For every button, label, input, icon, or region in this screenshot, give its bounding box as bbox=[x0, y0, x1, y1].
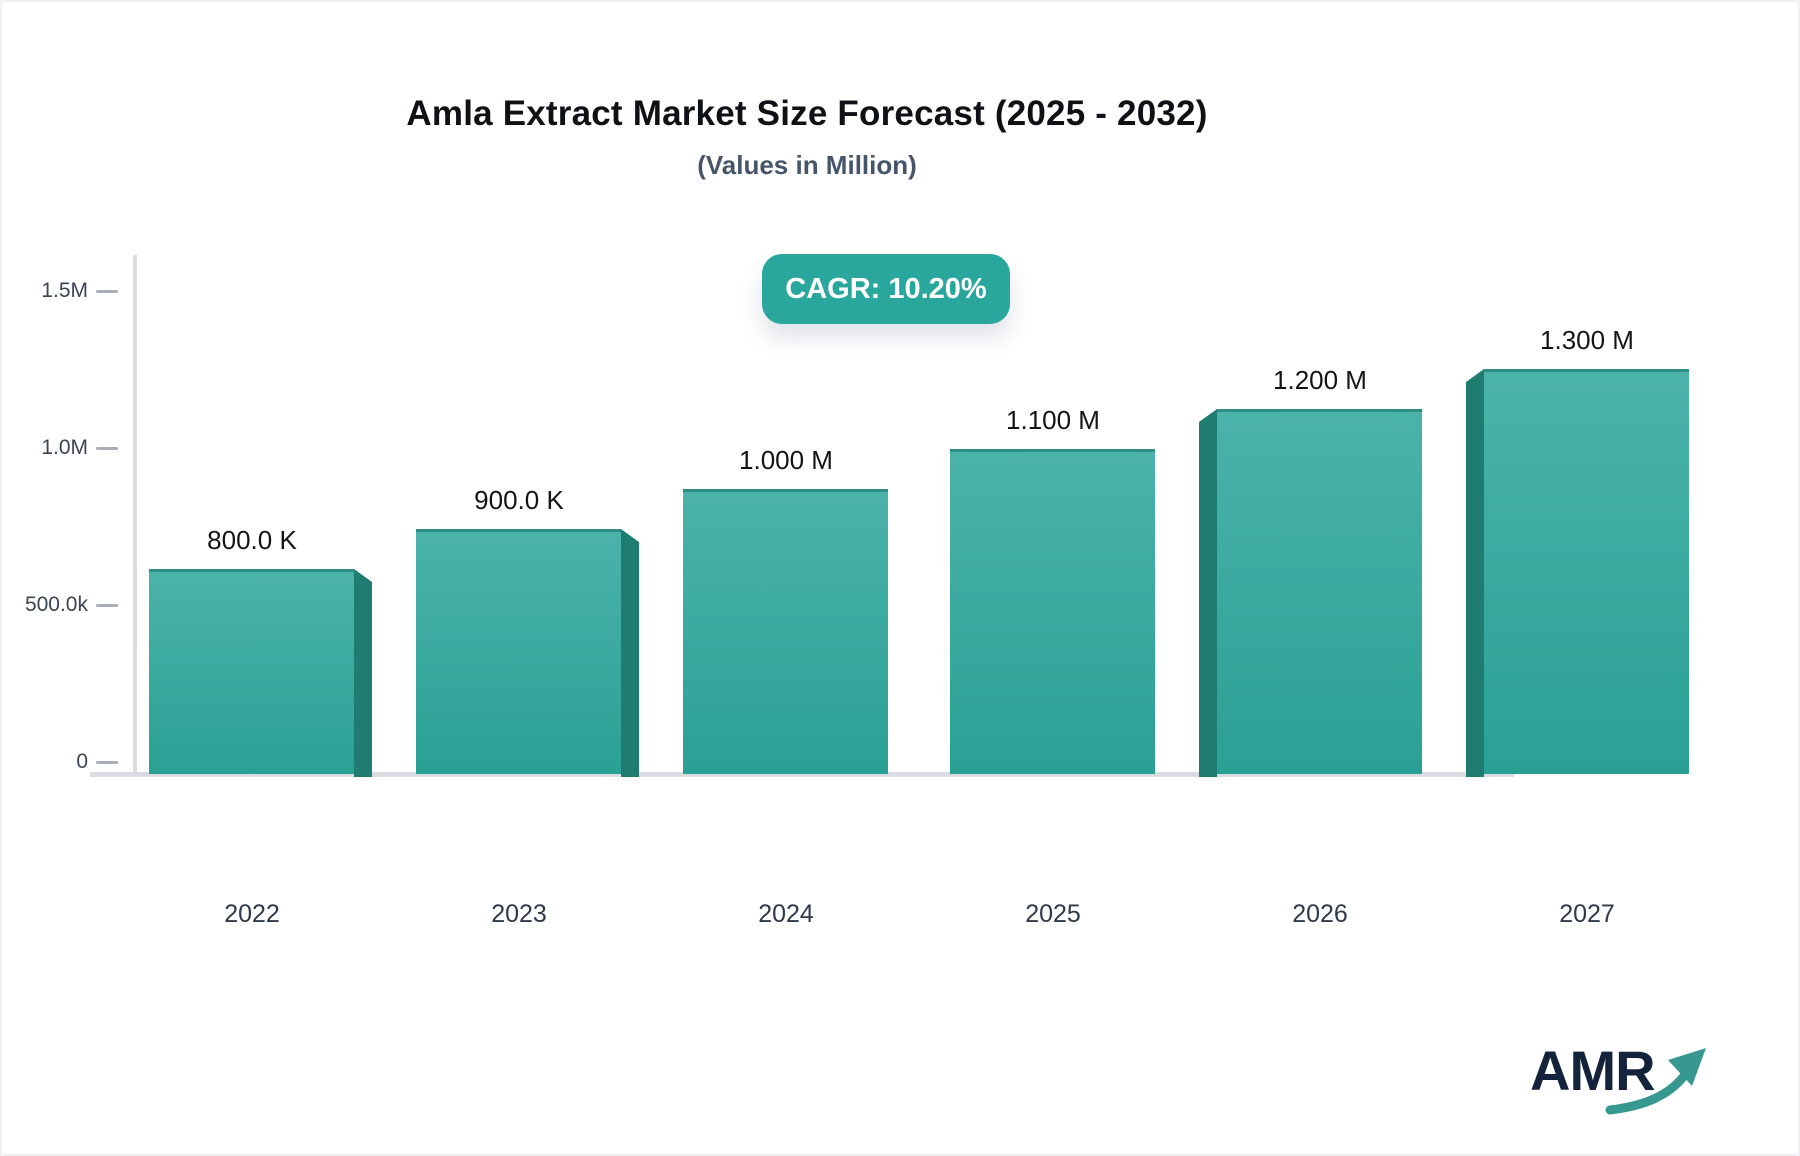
bar-2025 bbox=[950, 449, 1155, 774]
bar-value-label-2026: 1.200 M bbox=[1273, 365, 1367, 395]
bar-2023 bbox=[416, 529, 621, 774]
bar-2026 bbox=[1217, 409, 1422, 774]
x-axis-label-2023: 2023 bbox=[491, 900, 547, 928]
x-axis-label-2022: 2022 bbox=[224, 900, 280, 928]
trending-up-arrow-icon bbox=[1605, 1048, 1706, 1115]
bar-2024 bbox=[683, 489, 888, 774]
y-tick-mark-500.0k bbox=[96, 604, 118, 607]
y-axis-line bbox=[133, 255, 137, 774]
amr-logo-text: AMR bbox=[1530, 1039, 1656, 1102]
bar-side-face-2023 bbox=[621, 529, 639, 777]
y-tick-label-500.0k: 500.0k bbox=[24, 593, 88, 616]
bar-value-label-2027: 1.300 M bbox=[1540, 325, 1634, 355]
x-axis-label-2025: 2025 bbox=[1025, 900, 1081, 928]
y-tick-label-1.5M: 1.5M bbox=[41, 279, 88, 302]
y-tick-mark-1.0M bbox=[96, 447, 118, 450]
bar-value-label-2022: 800.0 K bbox=[207, 525, 297, 555]
y-tick-label-0: 0 bbox=[76, 750, 88, 773]
y-tick-mark-1.5M bbox=[96, 290, 118, 293]
bar-side-face-2022 bbox=[354, 569, 372, 777]
x-axis-line bbox=[90, 772, 1514, 777]
amr-logo: AMR bbox=[1530, 1032, 1730, 1132]
x-axis-label-2027: 2027 bbox=[1559, 900, 1615, 928]
chart-title: Amla Extract Market Size Forecast (2025 … bbox=[406, 94, 1208, 133]
bar-2027 bbox=[1484, 369, 1689, 774]
y-tick-label-1.0M: 1.0M bbox=[41, 436, 88, 459]
bar-value-label-2025: 1.100 M bbox=[1006, 405, 1100, 435]
bar-side-face-2026 bbox=[1199, 409, 1217, 777]
x-axis-label-2026: 2026 bbox=[1292, 900, 1348, 928]
bar-value-label-2024: 1.000 M bbox=[739, 445, 833, 475]
bar-side-face-2027 bbox=[1466, 369, 1484, 777]
chart-subtitle: (Values in Million) bbox=[697, 150, 917, 180]
bar-2022 bbox=[149, 569, 354, 774]
y-tick-mark-0 bbox=[96, 761, 118, 764]
cagr-badge: CAGR: 10.20% bbox=[762, 254, 1010, 324]
x-axis-label-2024: 2024 bbox=[758, 900, 814, 928]
bar-value-label-2023: 900.0 K bbox=[474, 485, 564, 515]
